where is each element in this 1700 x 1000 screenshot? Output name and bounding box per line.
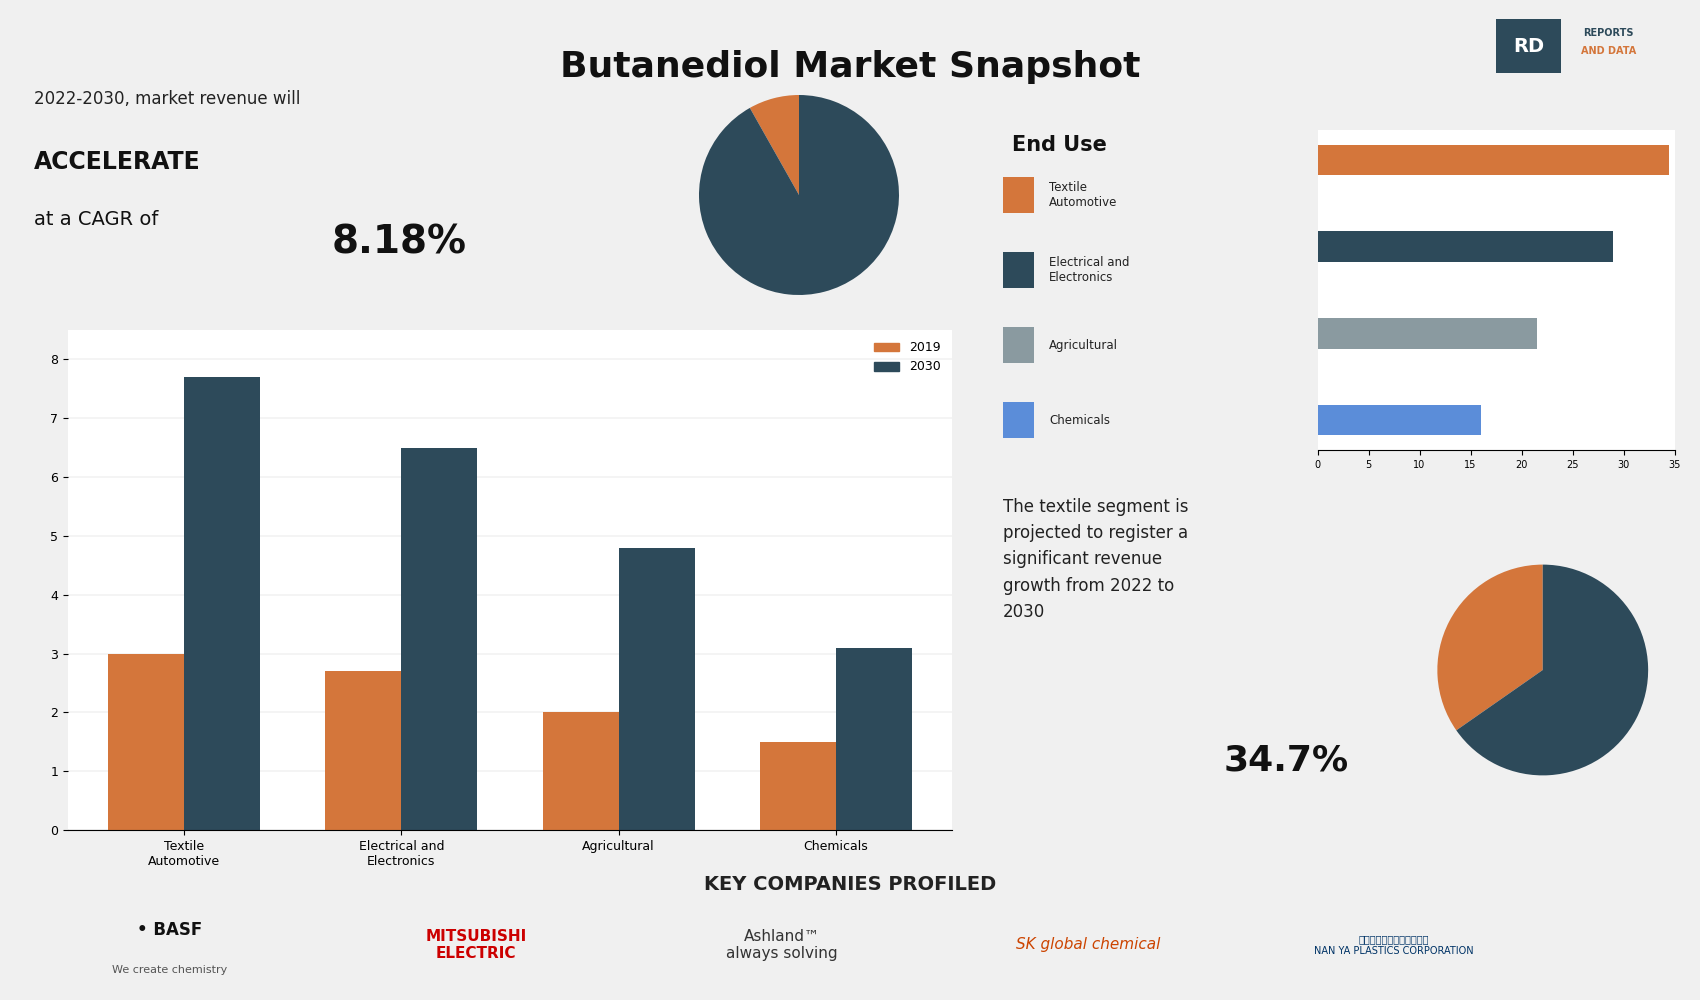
Text: End Use: End Use	[1012, 135, 1107, 155]
Text: We create chemistry: We create chemistry	[112, 965, 228, 975]
Wedge shape	[750, 95, 799, 195]
Wedge shape	[699, 95, 899, 295]
Bar	[109, 654, 184, 830]
Bar	[325, 671, 401, 830]
Text: REPORTS: REPORTS	[1583, 27, 1634, 37]
Text: • BASF: • BASF	[138, 921, 202, 939]
Text: MITSUBISHI
ELECTRIC: MITSUBISHI ELECTRIC	[425, 929, 527, 961]
FancyBboxPatch shape	[1003, 177, 1034, 213]
Bar	[1318, 318, 1537, 349]
Text: RD: RD	[1513, 36, 1544, 55]
Text: Ashland™
always solving: Ashland™ always solving	[726, 929, 838, 961]
Bar	[184, 377, 260, 830]
Text: AND DATA: AND DATA	[1581, 45, 1635, 55]
Wedge shape	[1457, 565, 1647, 775]
Text: Agricultural: Agricultural	[1049, 338, 1119, 352]
Bar	[1318, 145, 1669, 175]
Bar	[619, 548, 695, 830]
Text: 34.7%: 34.7%	[1224, 744, 1350, 778]
Bar	[1318, 405, 1481, 435]
FancyBboxPatch shape	[1003, 327, 1034, 363]
Text: 2022-2030, market revenue will: 2022-2030, market revenue will	[34, 90, 301, 108]
FancyBboxPatch shape	[1003, 402, 1034, 438]
Text: Electrical and
Electronics: Electrical and Electronics	[1049, 256, 1129, 284]
FancyBboxPatch shape	[1496, 19, 1561, 73]
Text: 8.18%: 8.18%	[332, 224, 466, 262]
Text: The textile segment is
projected to register a
significant revenue
growth from 2: The textile segment is projected to regi…	[1003, 497, 1188, 621]
Text: Butanediol Market Snapshot: Butanediol Market Snapshot	[559, 50, 1141, 84]
FancyBboxPatch shape	[1003, 252, 1034, 288]
Text: 南亞塑膠工業股份有限公司
NAN YA PLASTICS CORPORATION: 南亞塑膠工業股份有限公司 NAN YA PLASTICS CORPORATION	[1314, 934, 1474, 956]
Bar	[1318, 231, 1613, 262]
Text: ACCELERATE: ACCELERATE	[34, 150, 201, 174]
Text: Textile
Automotive: Textile Automotive	[1049, 181, 1117, 209]
Text: KEY COMPANIES PROFILED: KEY COMPANIES PROFILED	[704, 875, 996, 894]
Wedge shape	[1438, 565, 1544, 730]
Bar	[542, 712, 619, 830]
Bar	[836, 648, 911, 830]
Legend: 2019, 2030: 2019, 2030	[869, 336, 945, 378]
Text: SK global chemical: SK global chemical	[1017, 938, 1159, 952]
Bar	[760, 742, 836, 830]
Text: at a CAGR of: at a CAGR of	[34, 210, 158, 229]
Text: Chemicals: Chemicals	[1049, 414, 1110, 426]
Bar	[401, 448, 478, 830]
